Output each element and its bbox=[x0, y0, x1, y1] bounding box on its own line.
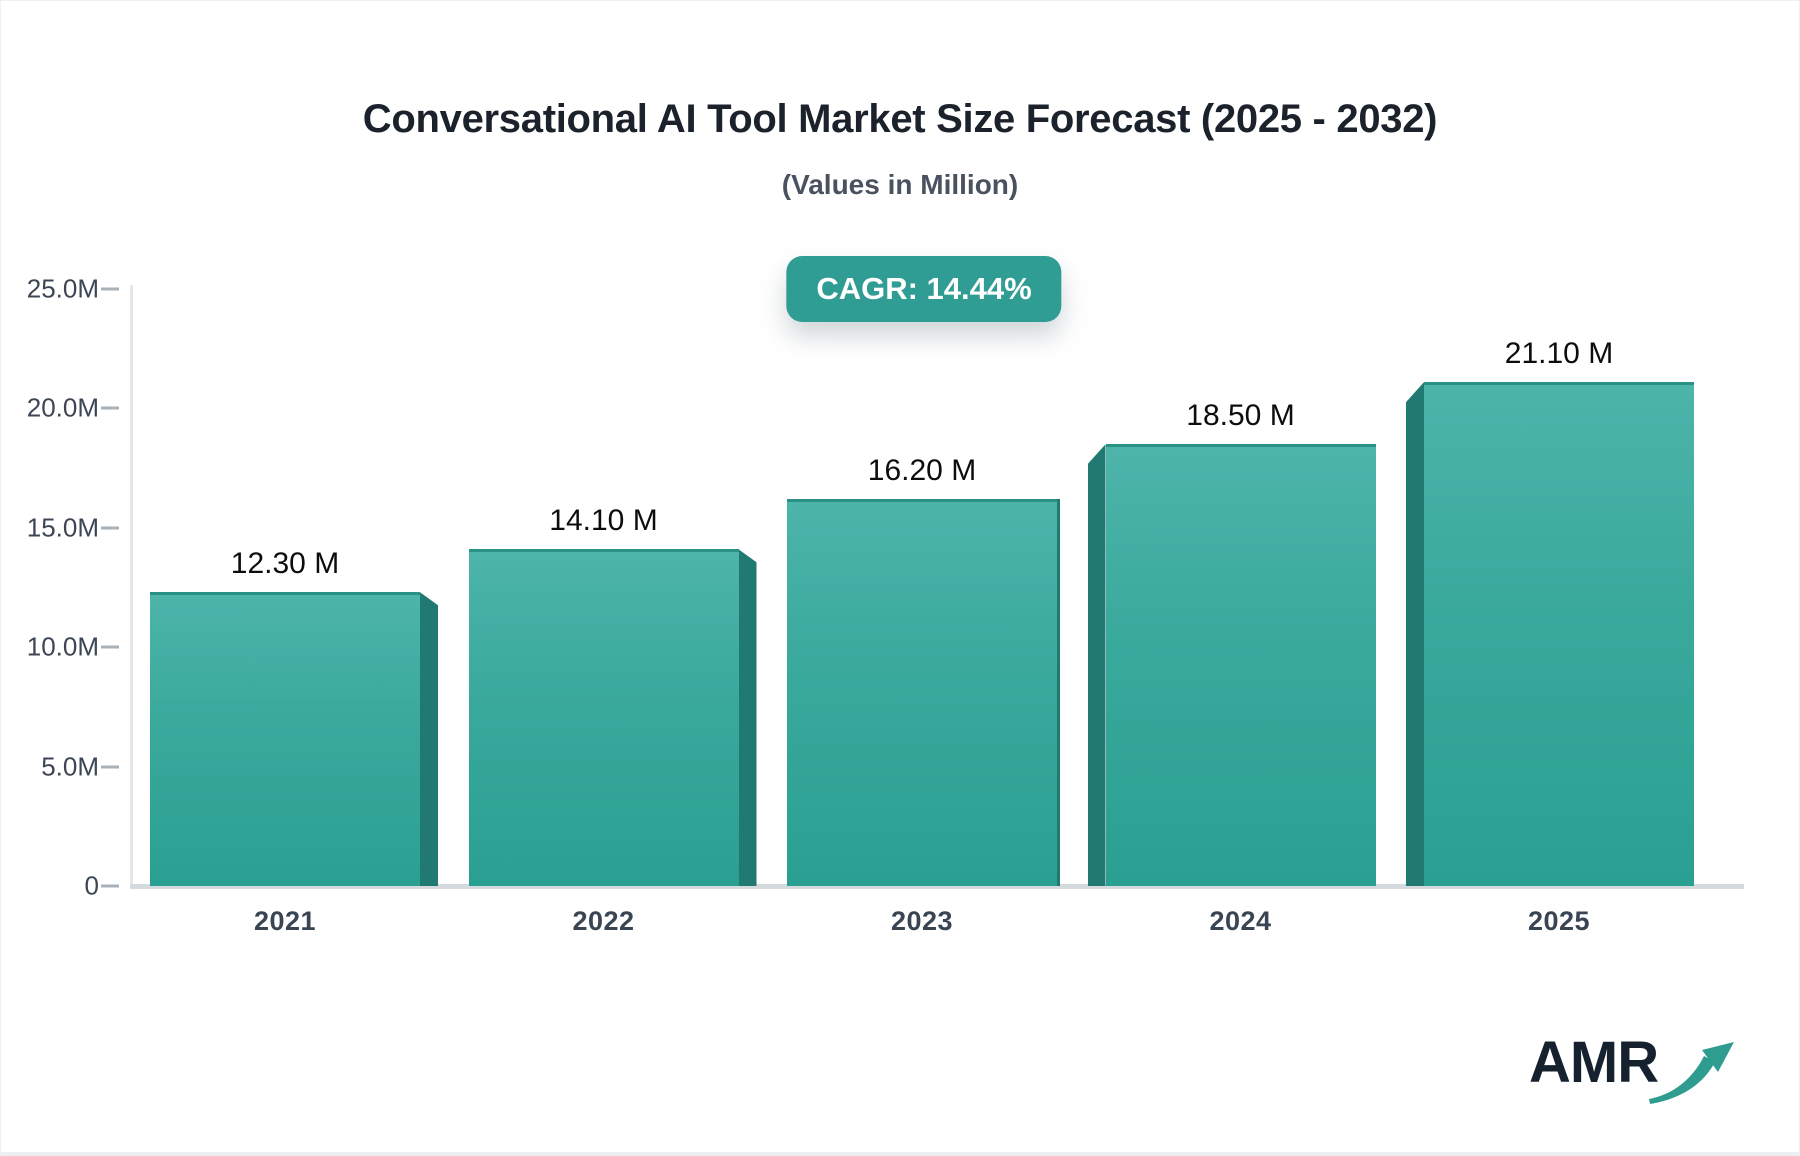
bar-2021 bbox=[150, 592, 420, 886]
y-tick-label: 20.0M bbox=[26, 392, 99, 423]
amr-logo: AMR bbox=[1529, 1031, 1738, 1109]
chart-subtitle: (Values in Million) bbox=[781, 169, 1019, 200]
cagr-badge: CAGR: 14.44% bbox=[786, 256, 1062, 322]
y-tick-label: 25.0M bbox=[26, 273, 99, 304]
chart-title: Conversational AI Tool Market Size Forec… bbox=[362, 97, 1438, 141]
y-tick-label: 10.0M bbox=[26, 631, 99, 662]
x-tick-label: 2023 bbox=[890, 906, 954, 936]
bar-value-label: 14.10 M bbox=[549, 504, 658, 538]
y-axis-line bbox=[130, 285, 133, 886]
bar-value-label: 16.20 M bbox=[867, 454, 977, 488]
bar-side-face bbox=[738, 549, 757, 886]
growth-arrow-icon bbox=[1649, 1042, 1735, 1104]
amr-logo-text: AMR bbox=[1529, 1030, 1659, 1095]
bar-value-label: 18.50 M bbox=[1186, 399, 1295, 433]
x-tick-label: 2021 bbox=[253, 906, 317, 936]
y-tick-mark bbox=[101, 884, 119, 888]
y-tick-label: 0 bbox=[84, 870, 99, 901]
y-tick-mark bbox=[101, 765, 119, 769]
x-tick-label: 2022 bbox=[572, 906, 635, 936]
y-tick-mark bbox=[101, 526, 119, 530]
y-tick-mark bbox=[101, 287, 119, 291]
bar-side-face bbox=[1406, 382, 1424, 886]
bar-2022 bbox=[468, 549, 739, 886]
bar-side-face bbox=[1057, 499, 1060, 886]
bar-2023 bbox=[787, 499, 1057, 886]
bar-side-face bbox=[420, 592, 438, 886]
y-tick-mark bbox=[101, 406, 119, 410]
bar-value-label: 12.30 M bbox=[230, 547, 340, 581]
bar-value-label: 21.10 M bbox=[1504, 337, 1614, 371]
y-tick-label: 15.0M bbox=[26, 512, 99, 543]
x-axis-line bbox=[130, 884, 1744, 889]
y-tick-label: 5.0M bbox=[41, 751, 99, 782]
bar-2025 bbox=[1424, 382, 1694, 886]
x-tick-label: 2025 bbox=[1527, 906, 1591, 936]
bar-2024 bbox=[1105, 444, 1376, 886]
x-tick-label: 2024 bbox=[1209, 906, 1272, 936]
bar-side-face bbox=[1087, 444, 1106, 886]
y-tick-mark bbox=[101, 645, 119, 649]
